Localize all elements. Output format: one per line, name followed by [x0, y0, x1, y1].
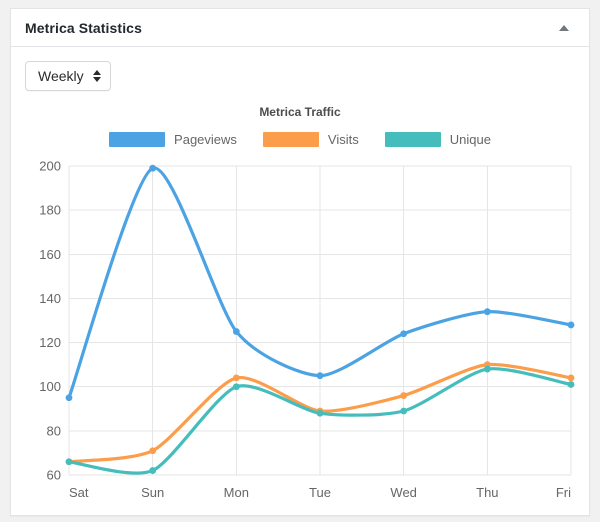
- triangle-up-icon: [559, 24, 569, 31]
- traffic-chart: Metrica Traffic Pageviews Visits Unique 60…: [25, 105, 575, 511]
- period-select-value: Weekly: [38, 68, 84, 84]
- data-point-visits-sun[interactable]: [149, 447, 157, 455]
- data-point-pageviews-thu[interactable]: [483, 308, 491, 316]
- data-point-pageviews-sat[interactable]: [65, 394, 73, 402]
- y-axis-tick-label: 180: [39, 203, 61, 218]
- y-axis-tick-label: 80: [47, 423, 61, 438]
- y-axis-tick-label: 160: [39, 247, 61, 262]
- panel-body: Weekly Metrica Traffic Pageviews Visits Un…: [11, 47, 589, 511]
- data-point-pageviews-fri[interactable]: [567, 321, 575, 329]
- data-point-unique-thu[interactable]: [483, 365, 491, 373]
- y-axis-tick-label: 100: [39, 379, 61, 394]
- data-point-unique-sat[interactable]: [65, 458, 73, 466]
- data-point-visits-fri[interactable]: [567, 374, 575, 382]
- y-axis-tick-label: 140: [39, 291, 61, 306]
- chart-title: Metrica Traffic: [259, 105, 341, 119]
- data-point-visits-wed[interactable]: [400, 392, 408, 399]
- period-select[interactable]: Weekly: [25, 61, 111, 91]
- legend-swatch-icon: [262, 131, 319, 147]
- y-axis-tick-label: 120: [39, 335, 61, 350]
- chart-svg: 60 80 100 120 140 160 180 200 Sat Sun Mon Tue Wed Thu…: [39, 159, 575, 500]
- legend-label: Unique: [449, 131, 491, 147]
- data-point-unique-fri[interactable]: [567, 381, 575, 388]
- x-axis-tick-label: Mon: [224, 485, 249, 500]
- x-axis-tick-label: Wed: [390, 485, 417, 500]
- collapse-toggle-button[interactable]: [549, 9, 579, 46]
- data-point-visits-mon[interactable]: [232, 374, 240, 382]
- legend-item-visits[interactable]: Visits: [262, 131, 359, 147]
- legend-swatch-icon: [109, 131, 166, 147]
- chart-plot-area: 60 80 100 120 140 160 180 200 Sat Sun Mon Tue Wed Thu…: [25, 156, 575, 511]
- data-point-unique-sun[interactable]: [149, 467, 157, 474]
- legend-item-pageviews[interactable]: Pageviews: [109, 131, 237, 147]
- legend-label: Pageviews: [174, 131, 237, 147]
- series-line-pageviews: [67, 166, 573, 400]
- data-point-unique-tue[interactable]: [316, 409, 324, 417]
- page-title: Metrica Statistics: [25, 19, 142, 36]
- x-axis-tick-label: Fri: [556, 485, 571, 500]
- y-axis-tick-label: 200: [39, 159, 61, 174]
- data-point-pageviews-mon[interactable]: [232, 328, 240, 335]
- x-axis-tick-label: Tue: [309, 485, 331, 500]
- y-axis-tick-label: 60: [47, 468, 61, 483]
- legend-item-unique[interactable]: Unique: [384, 131, 491, 147]
- x-axis-tick-label: Sat: [69, 485, 89, 500]
- updown-spinner-icon: [92, 70, 101, 82]
- x-axis-tick-label: Sun: [141, 485, 164, 500]
- data-point-unique-wed[interactable]: [400, 407, 408, 415]
- chart-legend: Pageviews Visits Unique: [25, 130, 575, 148]
- legend-swatch-icon: [384, 131, 441, 147]
- panel-header: Metrica Statistics: [11, 9, 589, 47]
- x-axis-tick-label: Thu: [476, 485, 498, 500]
- data-point-pageviews-tue[interactable]: [316, 372, 324, 380]
- data-point-unique-mon[interactable]: [232, 383, 240, 391]
- legend-label: Visits: [327, 131, 359, 147]
- data-point-pageviews-sun[interactable]: [149, 164, 157, 172]
- data-point-pageviews-wed[interactable]: [400, 330, 408, 338]
- metrica-statistics-panel: Metrica Statistics Weekly Metrica Traffi…: [10, 8, 590, 516]
